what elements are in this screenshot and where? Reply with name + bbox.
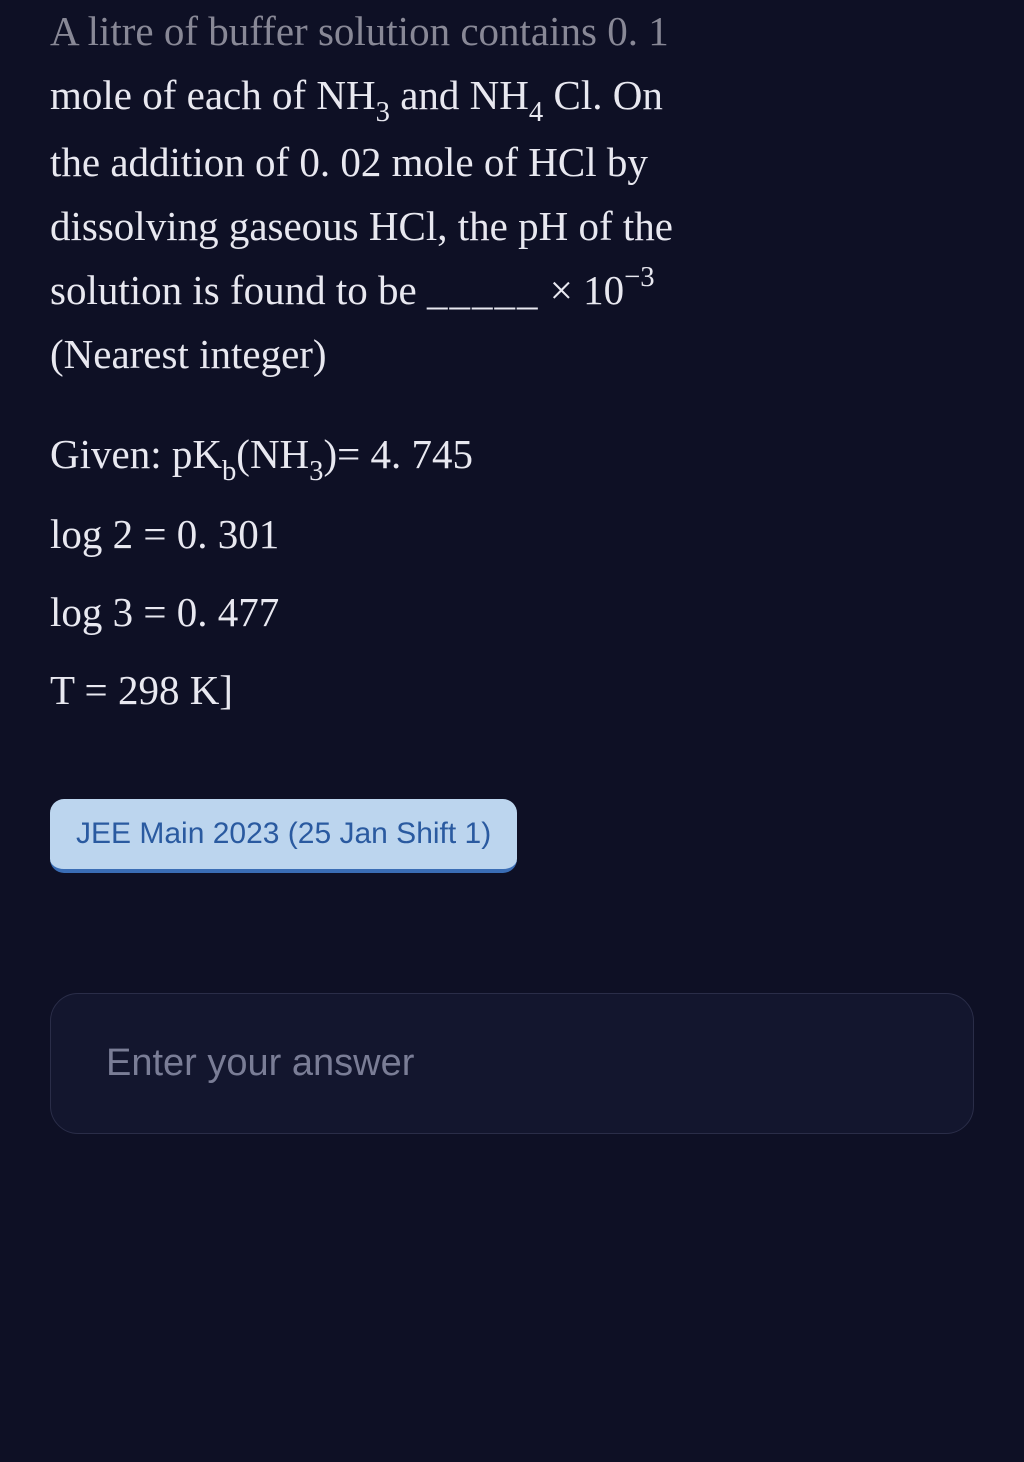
question-line-3: the addition of 0. 02 mole of HCl by [50, 139, 648, 185]
question-line-4: dissolving gaseous HCl, the pH of the [50, 203, 673, 249]
exam-tag[interactable]: JEE Main 2023 (25 Jan Shift 1) [50, 799, 517, 873]
question-line-5: solution is found to be _____ × 10−3 [50, 267, 655, 313]
question-line-6: (Nearest integer) [50, 331, 327, 377]
exam-tag-label: JEE Main 2023 (25 Jan Shift 1) [76, 817, 491, 850]
question-line-1: A litre of buffer solution contains 0. 1 [50, 8, 669, 54]
given-pkb: Given: pKb(NH3)= 4. 745 [50, 416, 974, 496]
question-line-2: mole of each of NH3 and NH4 Cl. On [50, 72, 663, 118]
answer-blank: _____ [427, 267, 540, 313]
given-data: Given: pKb(NH3)= 4. 745 log 2 = 0. 301 l… [50, 416, 974, 729]
answer-input[interactable] [50, 993, 974, 1134]
given-log3: log 3 = 0. 477 [50, 574, 974, 652]
given-log2: log 2 = 0. 301 [50, 496, 974, 574]
answer-input-wrap [50, 993, 974, 1134]
given-temp: T = 298 K] [50, 652, 974, 730]
question-text: A litre of buffer solution contains 0. 1… [50, 0, 974, 386]
